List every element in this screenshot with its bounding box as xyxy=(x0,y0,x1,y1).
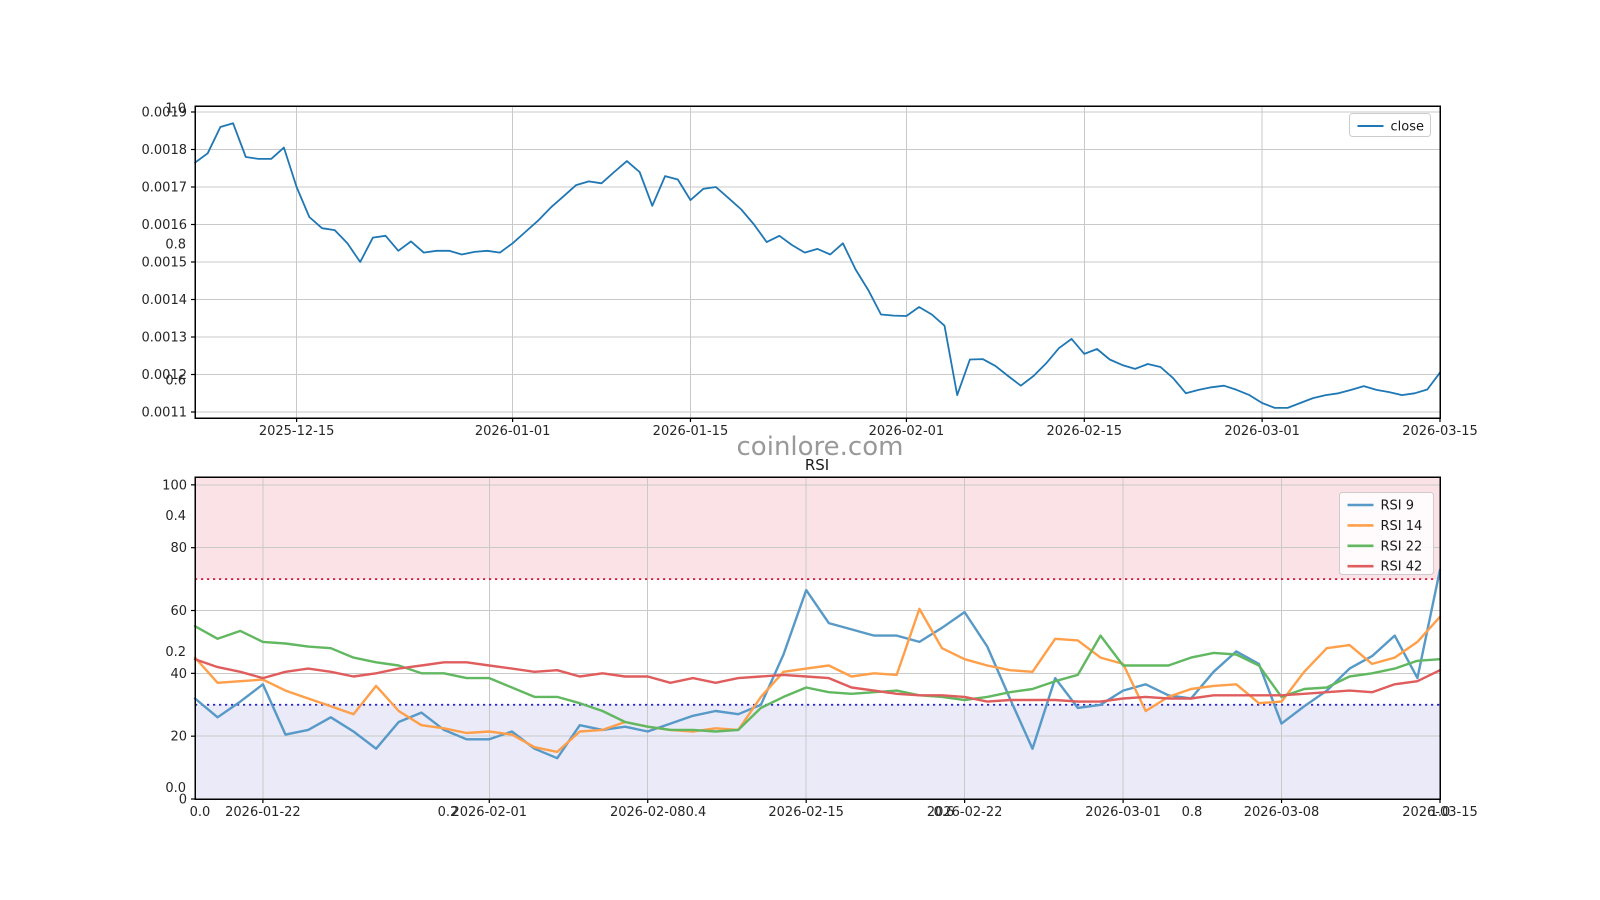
x-tick-label: 2026-03-15 xyxy=(1402,805,1478,820)
series-rsi-42 xyxy=(193,658,1442,703)
x-tick-label: 2026-02-01 xyxy=(451,805,527,820)
y-tick-label: 0.0016 xyxy=(142,218,188,233)
x-tick-label: 2026-02-15 xyxy=(768,805,844,820)
y-tick-label: 0.0015 xyxy=(142,256,188,271)
x-tick-label: 2026-03-08 xyxy=(1244,805,1320,820)
overlay-x-label: 0.4 xyxy=(686,805,707,820)
legend-label: RSI 14 xyxy=(1381,519,1423,534)
price-chart: 0.0011 0.0012 0.0013 0.0014 0.0015 0.0016 0.00… xyxy=(142,105,1478,440)
legend-label: RSI 42 xyxy=(1381,560,1423,575)
overlay-x-label: 0.8 xyxy=(1182,805,1203,820)
axes-frame xyxy=(194,476,1441,800)
legend-box xyxy=(1349,113,1431,137)
rsi-title: RSI xyxy=(805,456,829,474)
overlay-y-label: 0.8 xyxy=(165,237,186,252)
x-tick-label: 2026-01-15 xyxy=(653,424,729,439)
overbought-band xyxy=(195,477,1440,580)
y-tick-label: 40 xyxy=(170,667,187,682)
overlay-x-label: 0.2 xyxy=(438,805,459,820)
y-tick-label: 0.0012 xyxy=(142,368,188,383)
x-tick-label: 2026-02-22 xyxy=(927,805,1003,820)
rsi-chart: 0 20 40 60 80 100 2026-01-22 2026-02-01 2026-02-… xyxy=(162,476,1478,820)
x-tick-label: 2026-02-15 xyxy=(1047,424,1123,439)
y-tick-label: 20 xyxy=(170,730,187,745)
x-tick-label: 2026-03-01 xyxy=(1224,424,1300,439)
y-tick-label: 0.0013 xyxy=(142,331,188,346)
x-tick-label: 2026-01-01 xyxy=(475,424,551,439)
overlay-y-label: 0.0 xyxy=(165,781,186,796)
price-legend: close xyxy=(1349,113,1431,137)
watermark: coinlore.com xyxy=(737,432,904,462)
y-tick-label: 0.0018 xyxy=(142,143,188,158)
tick-labels: 0 20 40 60 80 100 2026-01-22 2026-02-01 2026-02-… xyxy=(162,478,1478,820)
y-tick-label: 60 xyxy=(170,604,187,619)
x-tick-label: 2026-02-01 xyxy=(869,424,945,439)
y-tick-label: 0 xyxy=(179,793,187,808)
series-rsi-22 xyxy=(193,625,1442,733)
overlay-y-label: 0.4 xyxy=(165,509,186,524)
x-tick-label: 2026-01-22 xyxy=(225,805,301,820)
legend-label: close xyxy=(1391,120,1424,135)
overlay-y-label: 0.6 xyxy=(165,373,186,388)
legend-label: RSI 9 xyxy=(1381,499,1415,514)
x-tick-label: 2026-02-08 xyxy=(610,805,686,820)
overlay-axis-labels: 1.0 0.8 0.6 0.4 0.2 0.0 0.0 0.2 0.4 0.6 0.8 1.0 xyxy=(165,102,1450,821)
y-tick-label: 0.0014 xyxy=(142,293,188,308)
series-close xyxy=(194,122,1441,409)
x-tick-label: 2026-03-15 xyxy=(1402,424,1478,439)
y-tick-label: 80 xyxy=(170,541,187,556)
oversold-band xyxy=(195,704,1440,799)
grid xyxy=(195,106,1441,418)
x-tick-label: 2025-12-15 xyxy=(259,424,335,439)
y-tick-label: 0.0011 xyxy=(142,406,188,421)
legend-label: RSI 22 xyxy=(1381,539,1423,554)
x-tick-label: 2026-03-01 xyxy=(1085,805,1161,820)
rsi-legend: RSI 9 RSI 14 RSI 22 RSI 42 xyxy=(1339,492,1434,575)
tick-labels: 0.0011 0.0012 0.0013 0.0014 0.0015 0.0016 0.00… xyxy=(142,106,1478,440)
y-tick-label: 0.0019 xyxy=(142,106,188,121)
overlay-x-label: 1.0 xyxy=(1430,805,1451,820)
overlay-y-label: 1.0 xyxy=(165,102,186,117)
y-tick-label: 100 xyxy=(162,478,187,493)
overlay-y-label: 0.2 xyxy=(165,645,186,660)
legend-box xyxy=(1339,492,1434,575)
charts-root: 0.00110.00120.00130.00140.00150.00160.00… xyxy=(142,102,1478,821)
overlay-x-label: 0.0 xyxy=(190,805,211,820)
overlay-x-label: 0.6 xyxy=(934,805,955,820)
y-tick-label: 0.0017 xyxy=(142,181,188,196)
series-rsi-14 xyxy=(193,607,1442,754)
